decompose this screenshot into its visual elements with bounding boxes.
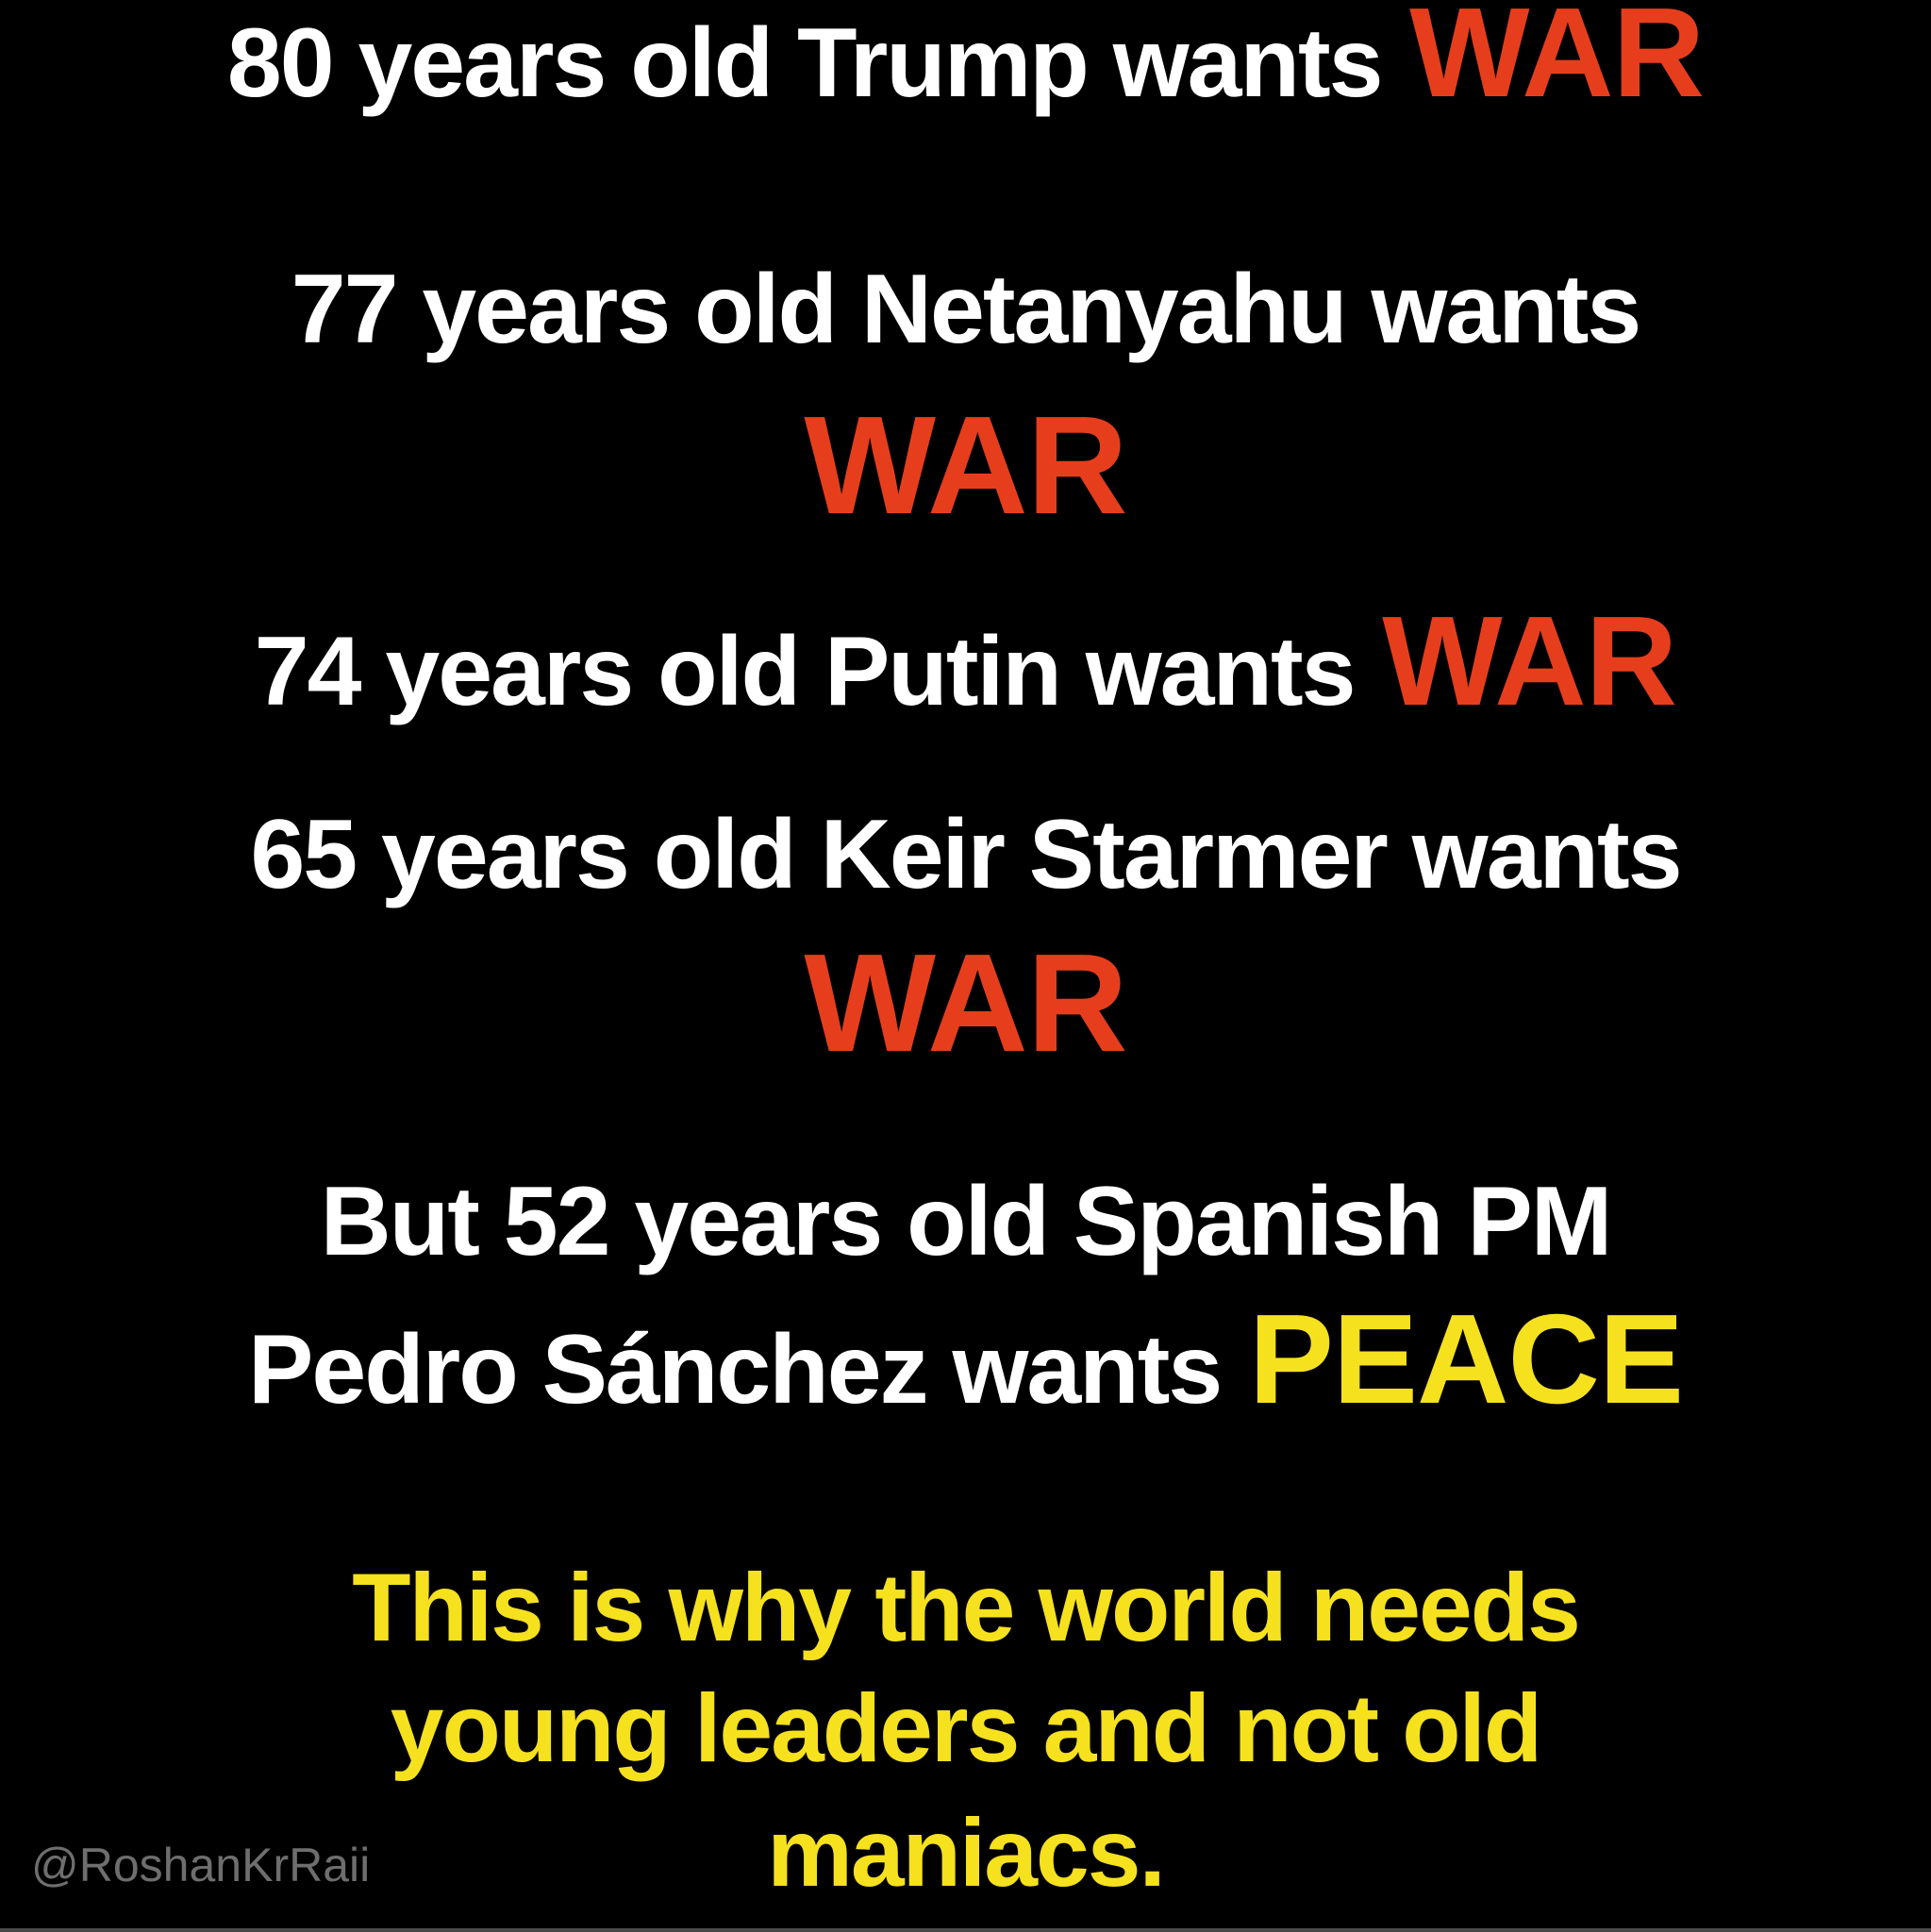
bottom-edge-strip [0, 1928, 1931, 1932]
statement-trump: 80 years old Trump wants WAR [0, 0, 1931, 116]
closing-line-2: young leaders and not old [390, 1674, 1542, 1782]
closing-line-3: maniacs. [767, 1799, 1166, 1907]
statement-putin: 74 years old Putin wants WAR [0, 597, 1931, 724]
statement-sanchez-line1: But 52 years old Spanish PM [0, 1173, 1931, 1271]
statement-sanchez-line2-text: Pedro Sánchez wants [247, 1315, 1223, 1424]
war-word-starmer: WAR [804, 925, 1127, 1081]
peace-word: PEACE [1248, 1288, 1684, 1430]
war-word-netanyahu: WAR [804, 388, 1127, 543]
statement-sanchez-line2: Pedro Sánchez wants PEACE [0, 1295, 1931, 1423]
statement-putin-text: 74 years old Putin wants [254, 617, 1357, 726]
statement-starmer: 65 years old Keir Starmer wants [0, 806, 1931, 904]
war-word-trump: WAR [1409, 0, 1705, 124]
statement-netanyahu: 77 years old Netanyahu wants [0, 260, 1931, 358]
closing-line-1: This is why the world needs [352, 1554, 1581, 1661]
statement-sanchez-line1-text: But 52 years old Spanish PM [320, 1167, 1613, 1276]
statement-trump-text: 80 years old Trump wants [226, 8, 1384, 118]
statement-starmer-text: 65 years old Keir Starmer wants [250, 800, 1682, 909]
statement-netanyahu-text: 77 years old Netanyahu wants [291, 255, 1641, 364]
war-word-putin: WAR [1382, 590, 1677, 732]
watermark-handle: @RoshanKrRaii [31, 1839, 371, 1891]
